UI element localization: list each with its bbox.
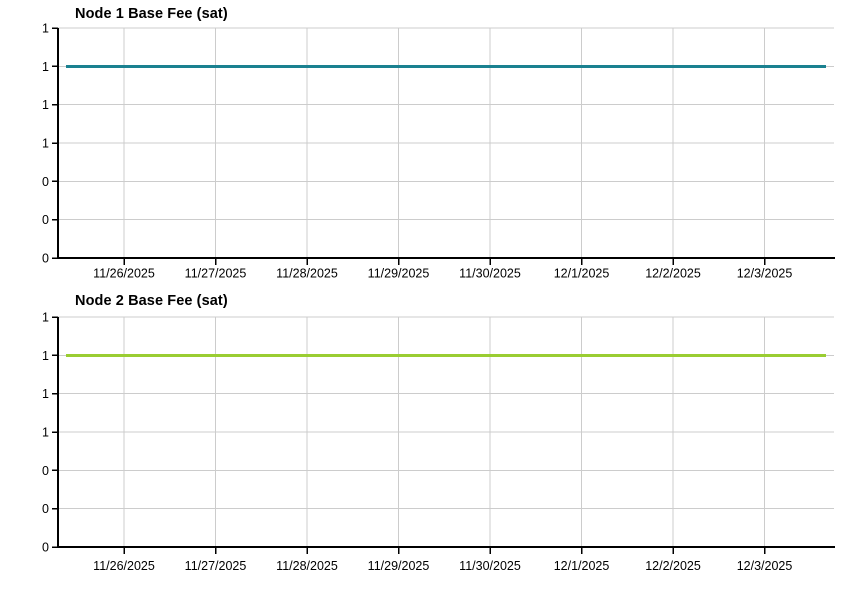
chart1-title: Node 1 Base Fee (sat) [75, 6, 228, 22]
y-tick-label: 1 [42, 387, 49, 401]
x-tick-label: 12/1/2025 [554, 559, 610, 573]
y-tick-label: 0 [42, 464, 49, 478]
y-tick-label: 1 [42, 22, 49, 36]
y-tick-label: 0 [42, 252, 49, 266]
y-tick-label: 0 [42, 213, 49, 227]
x-tick-label: 11/26/2025 [93, 559, 155, 573]
chart-1: 11/26/2025 11/27/2025 11/28/2025 11/29/2025… [42, 22, 835, 281]
x-tick-label: 12/1/2025 [554, 267, 610, 281]
y-tick-label: 0 [42, 175, 49, 189]
y-tick-label: 1 [42, 98, 49, 112]
y-tick-label: 1 [42, 349, 49, 363]
x-tick-label: 12/3/2025 [737, 267, 793, 281]
x-tick-label: 12/3/2025 [737, 559, 793, 573]
x-tick-label: 11/29/2025 [368, 267, 430, 281]
y-tick-label: 0 [42, 541, 49, 555]
y-tick-label: 1 [42, 426, 49, 440]
x-tick-label: 12/2/2025 [645, 559, 701, 573]
x-tick-label: 11/28/2025 [276, 559, 338, 573]
x-tick-label: 12/2/2025 [645, 267, 701, 281]
y-tick-label: 1 [42, 60, 49, 74]
x-tick-label: 11/28/2025 [276, 267, 338, 281]
chart-2: 11/26/2025 11/27/2025 11/28/2025 11/29/2025… [42, 311, 835, 573]
y-tick-label: 0 [42, 502, 49, 516]
y-tick-label: 1 [42, 311, 49, 325]
x-tick-label: 11/29/2025 [368, 559, 430, 573]
y-tick-label: 1 [42, 137, 49, 151]
x-tick-label: 11/27/2025 [185, 559, 247, 573]
x-tick-label: 11/30/2025 [459, 559, 521, 573]
chart2-title: Node 2 Base Fee (sat) [75, 293, 228, 309]
x-tick-label: 11/30/2025 [459, 267, 521, 281]
x-tick-label: 11/26/2025 [93, 267, 155, 281]
x-tick-label: 11/27/2025 [185, 267, 247, 281]
